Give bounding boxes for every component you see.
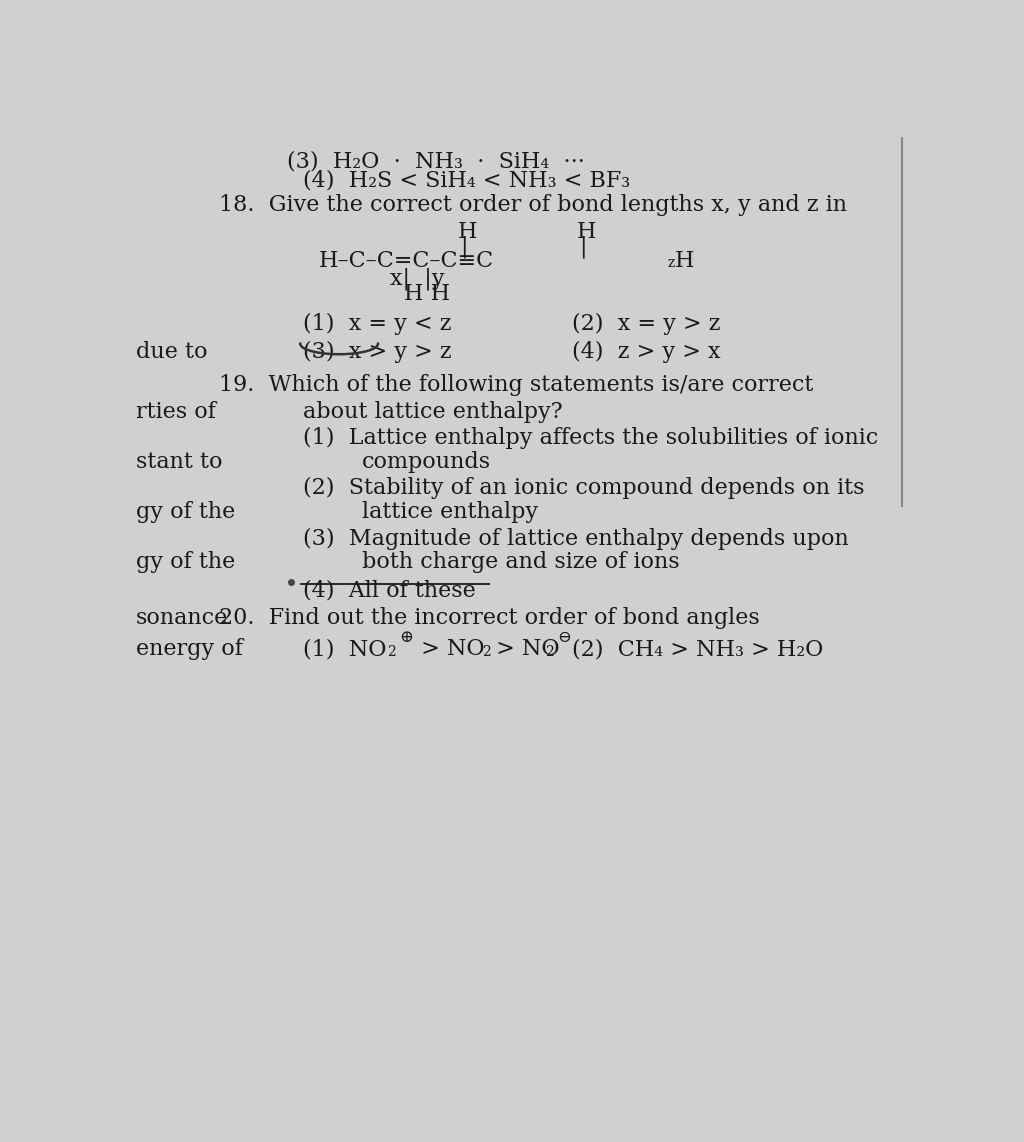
- Text: H: H: [577, 220, 596, 242]
- Text: (4)  H₂S < SiH₄ < NH₃ < BF₃: (4) H₂S < SiH₄ < NH₃ < BF₃: [303, 169, 630, 192]
- Text: 2: 2: [387, 645, 396, 659]
- Text: (3)  Magnitude of lattice enthalpy depends upon: (3) Magnitude of lattice enthalpy depend…: [303, 528, 848, 549]
- Text: (1)  x = y < z: (1) x = y < z: [303, 313, 452, 335]
- Text: stant to: stant to: [136, 451, 222, 473]
- Text: |: |: [461, 235, 468, 258]
- Text: > NO: > NO: [414, 638, 484, 660]
- Text: (1)  Lattice enthalpy affects the solubilities of ionic: (1) Lattice enthalpy affects the solubil…: [303, 427, 878, 449]
- Text: > NO: > NO: [489, 638, 560, 660]
- Text: H H: H H: [404, 283, 451, 305]
- Text: energy of: energy of: [136, 638, 243, 660]
- Text: gy of the: gy of the: [136, 501, 236, 523]
- Text: H: H: [675, 250, 694, 273]
- Text: rties of: rties of: [136, 401, 216, 423]
- Text: 20.  Find out the incorrect order of bond angles: 20. Find out the incorrect order of bond…: [219, 608, 760, 629]
- Text: (3)  H₂O  ·  NH₃  ·  SiH₄  ···: (3) H₂O · NH₃ · SiH₄ ···: [287, 151, 585, 172]
- Text: about lattice enthalpy?: about lattice enthalpy?: [303, 401, 562, 423]
- Text: sonance: sonance: [136, 608, 228, 629]
- Text: H–C–C=C–C≡C: H–C–C=C–C≡C: [318, 250, 494, 273]
- Text: (3)  x > y > z: (3) x > y > z: [303, 341, 452, 363]
- Text: gy of the: gy of the: [136, 552, 236, 573]
- Text: (2)  x = y > z: (2) x = y > z: [572, 313, 721, 335]
- Text: z: z: [668, 256, 675, 270]
- Text: ⊕: ⊕: [399, 629, 414, 646]
- Text: both charge and size of ions: both charge and size of ions: [362, 552, 680, 573]
- Text: 18.  Give the correct order of bond lengths x, y and z in: 18. Give the correct order of bond lengt…: [219, 194, 847, 216]
- Text: lattice enthalpy: lattice enthalpy: [362, 501, 539, 523]
- Text: 2: 2: [482, 645, 490, 659]
- Text: compounds: compounds: [362, 451, 492, 473]
- Text: |: |: [580, 235, 587, 258]
- Text: x|  |y: x| |y: [390, 267, 444, 290]
- Text: (2)  Stability of an ionic compound depends on its: (2) Stability of an ionic compound depen…: [303, 477, 864, 499]
- Text: due to: due to: [136, 341, 208, 363]
- Text: ⊖: ⊖: [557, 629, 571, 646]
- Text: 2: 2: [546, 645, 554, 659]
- Text: H: H: [458, 220, 477, 242]
- Text: 19.  Which of the following statements is/are correct: 19. Which of the following statements is…: [219, 375, 814, 396]
- Text: (4)  All of these: (4) All of these: [303, 579, 475, 602]
- Text: (1)  NO: (1) NO: [303, 638, 386, 660]
- Text: (2)  CH₄ > NH₃ > H₂O: (2) CH₄ > NH₃ > H₂O: [572, 638, 823, 660]
- Text: (4)  z > y > x: (4) z > y > x: [572, 341, 721, 363]
